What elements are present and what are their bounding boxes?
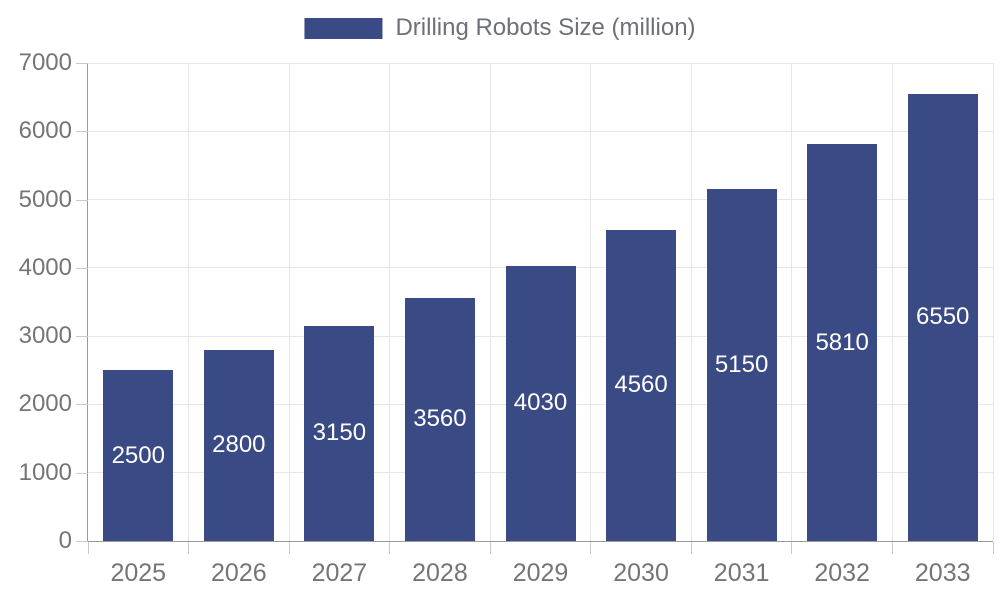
x-axis-label: 2033: [914, 559, 971, 587]
x-axis-tick: [590, 542, 592, 554]
x-axis-tick: [188, 542, 190, 554]
x-axis-tick: [791, 542, 793, 554]
bar-2027[interactable]: [304, 325, 375, 541]
v-gridline: [891, 63, 893, 541]
bar-2029[interactable]: [505, 265, 576, 541]
y-axis-tick: [76, 63, 88, 64]
x-axis-label: 2025: [110, 559, 167, 587]
x-axis-tick: [288, 542, 290, 554]
bar-value-label: 5150: [714, 351, 769, 379]
x-axis-line: [87, 541, 993, 542]
bar-2025[interactable]: [103, 370, 174, 541]
y-axis-tick: [76, 541, 88, 542]
y-axis-label: 6000: [18, 117, 72, 145]
bar-value-label: 5810: [815, 328, 869, 356]
v-gridline: [188, 63, 190, 541]
x-axis-tick: [489, 542, 491, 554]
x-axis-label: 2026: [211, 559, 267, 587]
y-axis-tick: [76, 472, 88, 474]
y-axis-tick: [76, 404, 88, 406]
bar-value-label: 6550: [916, 303, 970, 331]
h-gridline: [88, 199, 993, 201]
x-axis-tick: [87, 542, 89, 554]
y-axis-tick: [76, 199, 88, 201]
bar-2032[interactable]: [807, 144, 878, 541]
bar-value-label: 2800: [212, 431, 266, 459]
h-gridline: [88, 62, 993, 64]
y-axis-label: 0: [58, 527, 72, 554]
y-axis-label: 2000: [18, 390, 72, 418]
x-axis-tick: [389, 542, 391, 554]
x-axis-tick: [891, 542, 893, 554]
x-axis-tick: [992, 542, 994, 554]
h-gridline: [88, 130, 993, 132]
y-axis-label: 3000: [18, 322, 72, 350]
x-axis-tick: [690, 542, 692, 554]
v-gridline: [389, 63, 391, 541]
v-gridline: [288, 63, 290, 541]
bar-value-label: 2500: [111, 441, 165, 469]
bar-2031[interactable]: [706, 189, 777, 541]
bar-value-label: 4560: [614, 371, 668, 399]
bar-value-label: 4030: [513, 389, 568, 417]
x-axis-label: 2027: [311, 559, 368, 587]
v-gridline: [590, 63, 592, 541]
v-gridline: [791, 63, 793, 541]
bar-2033[interactable]: [907, 93, 978, 541]
legend-item[interactable]: Drilling Robots Size (million): [304, 14, 696, 42]
x-axis-label: 2032: [814, 559, 870, 587]
v-gridline: [489, 63, 491, 541]
x-axis-label: 2028: [412, 559, 468, 587]
y-axis-tick: [76, 131, 88, 133]
y-axis-line: [87, 63, 88, 542]
v-gridline: [690, 63, 692, 541]
y-axis-tick: [76, 336, 88, 338]
bar-2026[interactable]: [203, 349, 274, 541]
y-axis-label: 5000: [18, 185, 72, 213]
y-axis-tick: [76, 267, 88, 269]
bar-2028[interactable]: [404, 297, 475, 541]
x-axis-label: 2029: [512, 559, 569, 587]
bar-value-label: 3560: [413, 405, 467, 433]
bar-value-label: 3150: [312, 419, 367, 447]
v-gridline: [992, 63, 994, 541]
bar-2030[interactable]: [606, 229, 677, 541]
y-axis-label: 1000: [18, 458, 72, 486]
y-axis-label: 4000: [18, 253, 72, 281]
x-axis-label: 2030: [613, 559, 669, 587]
legend-label: Drilling Robots Size (million): [395, 14, 696, 41]
legend-swatch: [304, 17, 383, 39]
x-axis-label: 2031: [713, 559, 770, 587]
y-axis-label: 7000: [18, 49, 72, 76]
